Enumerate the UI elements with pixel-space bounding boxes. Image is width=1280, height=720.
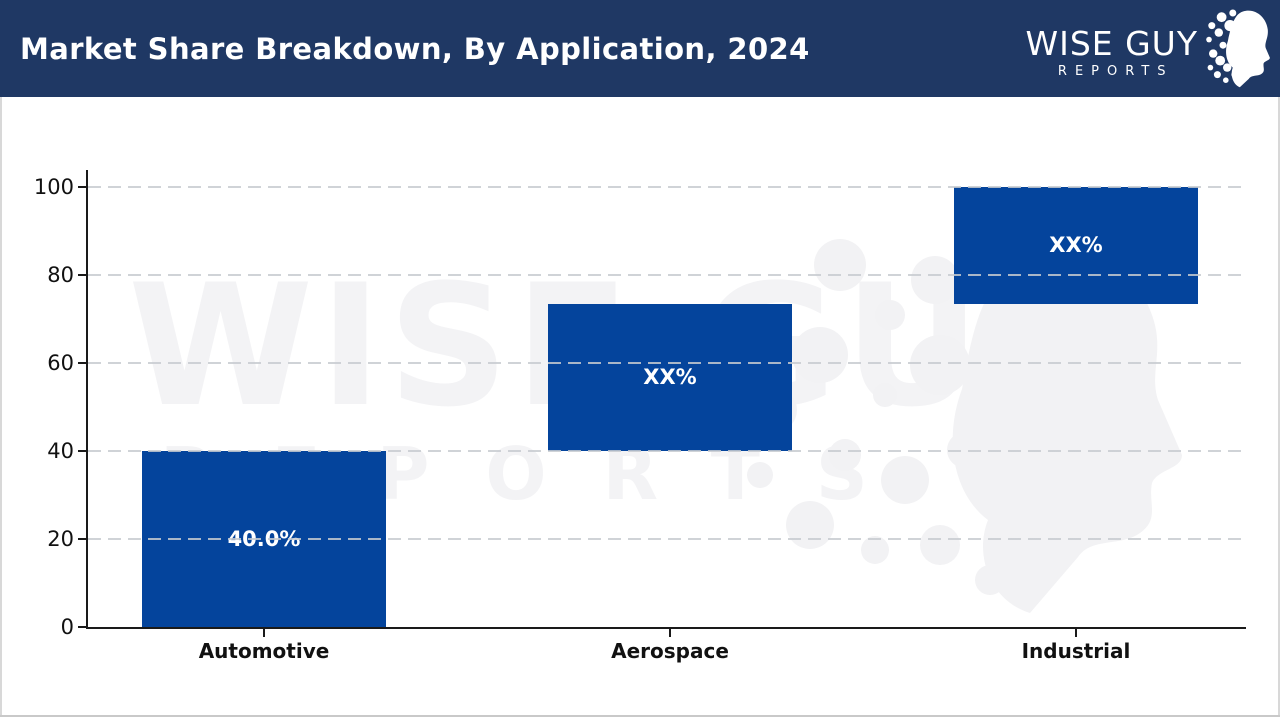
logo-subtitle: REPORTS xyxy=(1057,64,1174,79)
page-border-bottom xyxy=(0,715,1280,717)
y-axis-line xyxy=(86,170,88,629)
wiseguy-logo: WISE GUY REPORTS xyxy=(1025,6,1272,90)
y-tick-label: 60 xyxy=(47,351,74,375)
y-tick-mark xyxy=(78,186,87,188)
x-tick-mark xyxy=(1075,629,1077,637)
bar-aerospace: XX% xyxy=(548,303,792,451)
logo-head-icon xyxy=(1206,9,1270,88)
x-category-label: Aerospace xyxy=(611,639,729,663)
gridline-80 xyxy=(88,274,1246,276)
y-tick-mark xyxy=(78,274,87,276)
x-tick-mark xyxy=(669,629,671,637)
gridline-40 xyxy=(88,450,1246,452)
header-bar: Market Share Breakdown, By Application, … xyxy=(0,0,1280,97)
bar-value-label: XX% xyxy=(643,365,697,390)
logo-wordmark: WISE GUY xyxy=(1025,24,1198,63)
y-tick-mark xyxy=(78,626,87,628)
y-tick-mark xyxy=(78,450,87,452)
y-tick-mark xyxy=(78,538,87,540)
gridline-20 xyxy=(88,538,1246,540)
y-tick-label: 20 xyxy=(47,527,74,551)
page-border-left xyxy=(0,97,2,717)
x-category-label: Automotive xyxy=(198,639,330,663)
x-category-label: Industrial xyxy=(1021,639,1131,663)
x-axis-line xyxy=(86,627,1246,629)
y-tick-label: 80 xyxy=(47,263,74,287)
page-border-right xyxy=(1278,97,1280,717)
y-tick-label: 40 xyxy=(47,439,74,463)
bar-industrial: XX% xyxy=(954,187,1198,304)
gridline-60 xyxy=(88,362,1246,364)
gridline-100 xyxy=(88,186,1246,188)
y-tick-mark xyxy=(78,362,87,364)
x-tick-mark xyxy=(263,629,265,637)
bar-value-label: XX% xyxy=(1049,233,1103,258)
y-tick-label: 100 xyxy=(33,175,74,199)
y-tick-label: 0 xyxy=(60,615,74,639)
logo-text: WISE GUY REPORTS xyxy=(1025,27,1198,79)
chart-title: Market Share Breakdown, By Application, … xyxy=(20,31,810,66)
